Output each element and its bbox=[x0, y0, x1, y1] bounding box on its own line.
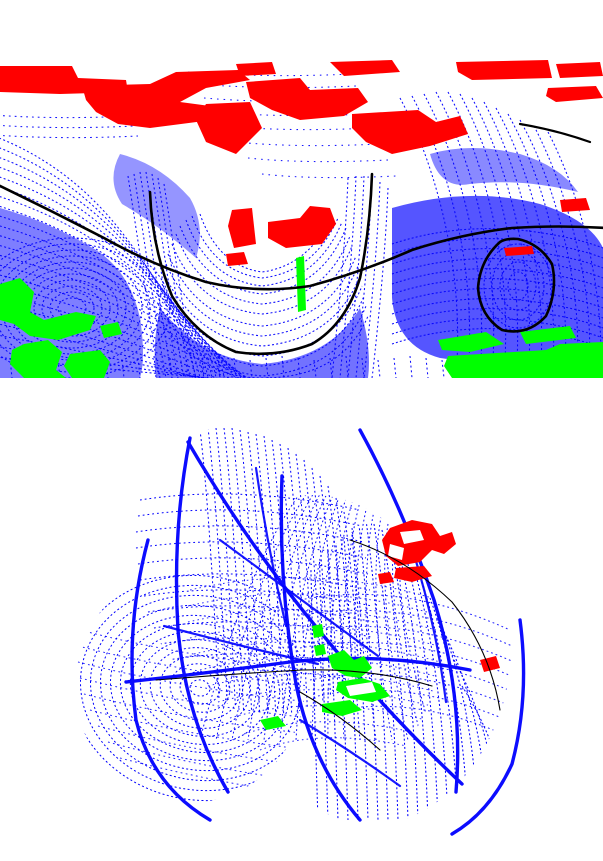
surface-seam-ridges-secondary bbox=[162, 466, 448, 788]
critical-curve-central-u bbox=[148, 172, 374, 356]
critical-curve-right-loop bbox=[476, 237, 556, 333]
equirectangular-map-panel bbox=[0, 58, 603, 378]
green-region bbox=[260, 624, 390, 730]
green-region bbox=[0, 256, 603, 378]
red-region bbox=[0, 60, 603, 266]
surface-seam-curve bbox=[155, 539, 501, 751]
three-dimensional-surface-panel bbox=[60, 420, 560, 840]
critical-curve-left-arc bbox=[0, 184, 603, 291]
green-region-holes bbox=[346, 682, 376, 696]
top-panel-canvas bbox=[0, 58, 603, 378]
bottom-panel-canvas bbox=[60, 420, 560, 840]
critical-curve-upper-right-segment bbox=[518, 122, 592, 144]
surface-lobe-central bbox=[187, 486, 451, 759]
red-region-holes bbox=[388, 530, 424, 560]
